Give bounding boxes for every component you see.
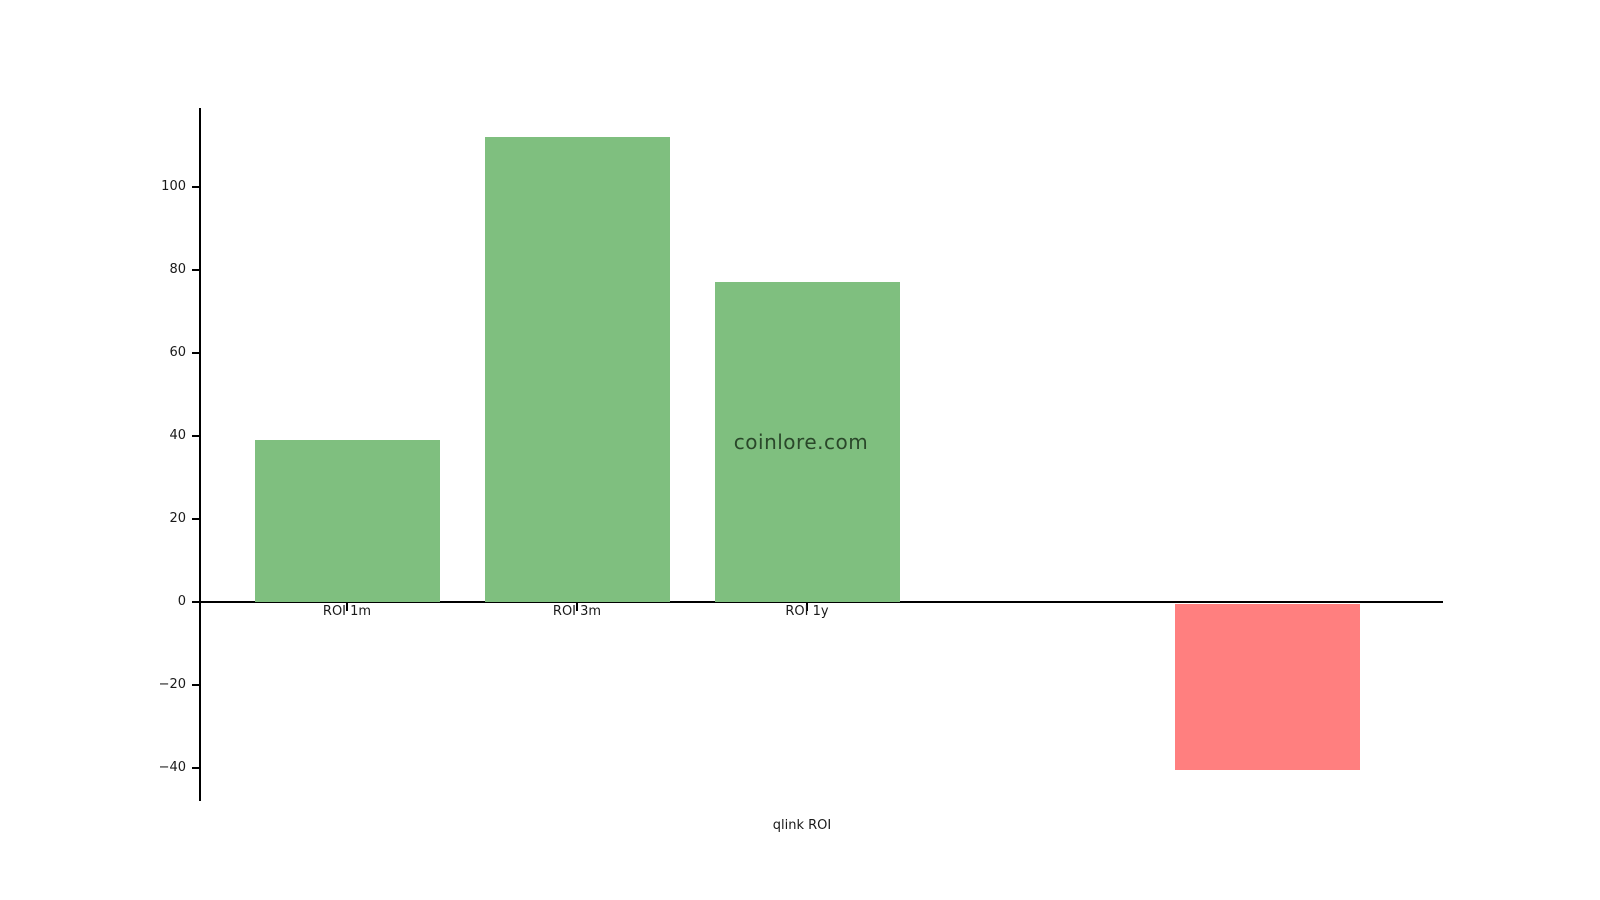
y-tick-label: −20	[158, 677, 186, 692]
y-tick-mark	[192, 269, 199, 271]
y-tick-label: 0	[177, 594, 186, 609]
y-tick-mark	[192, 601, 199, 603]
watermark-text: coinlore.com	[733, 430, 869, 454]
x-tick-mark	[806, 602, 808, 611]
x-tick-label: ROI 3m	[552, 604, 602, 619]
y-tick-label: 40	[169, 428, 186, 443]
y-axis-spine	[199, 108, 201, 802]
y-tick-mark	[192, 518, 199, 520]
y-tick-mark	[192, 435, 199, 437]
x-tick-label: ROI 1m	[322, 604, 372, 619]
y-tick-label: 60	[169, 345, 186, 360]
y-tick-label: 80	[169, 262, 186, 277]
y-tick-label: 100	[161, 179, 186, 194]
y-tick-mark	[192, 352, 199, 354]
bar-roi-1m	[254, 440, 440, 602]
x-tick-mark	[576, 602, 578, 611]
y-tick-mark	[192, 186, 199, 188]
bar-roi-3m	[484, 137, 670, 602]
x-axis-line	[199, 601, 1443, 603]
y-tick-mark	[192, 767, 199, 769]
x-axis-title: qlink ROI	[772, 818, 832, 833]
x-tick-label: ROI 1y	[785, 604, 829, 619]
y-tick-label: 20	[169, 511, 186, 526]
x-tick-mark	[346, 602, 348, 611]
y-tick-label: −40	[158, 760, 186, 775]
y-tick-mark	[192, 684, 199, 686]
bar-unlabeled-4	[1174, 603, 1360, 770]
bar-roi-1y	[714, 282, 900, 602]
